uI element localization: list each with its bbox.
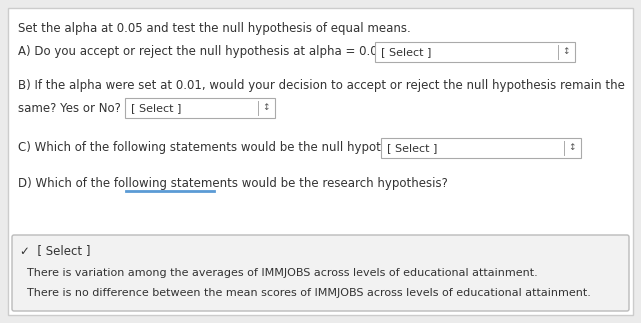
Text: ↕: ↕ xyxy=(562,47,570,57)
Text: A) Do you accept or reject the null hypothesis at alpha = 0.05?: A) Do you accept or reject the null hypo… xyxy=(18,46,391,58)
FancyBboxPatch shape xyxy=(125,98,275,118)
Text: [ Select ]: [ Select ] xyxy=(387,143,437,153)
Text: [ Select ]: [ Select ] xyxy=(131,103,181,113)
Text: ✓  [ Select ]: ✓ [ Select ] xyxy=(20,245,90,257)
FancyBboxPatch shape xyxy=(381,138,581,158)
Text: [ Select ]: [ Select ] xyxy=(381,47,431,57)
Text: C) Which of the following statements would be the null hypothesis?: C) Which of the following statements wou… xyxy=(18,141,417,154)
FancyBboxPatch shape xyxy=(12,235,629,311)
Text: ↕: ↕ xyxy=(262,103,270,112)
Text: There is variation among the averages of IMMJOBS across levels of educational at: There is variation among the averages of… xyxy=(20,268,538,278)
Text: same? Yes or No?: same? Yes or No? xyxy=(18,101,121,114)
Text: Set the alpha at 0.05 and test the null hypothesis of equal means.: Set the alpha at 0.05 and test the null … xyxy=(18,22,411,35)
Text: B) If the alpha were set at 0.01, would your decision to accept or reject the nu: B) If the alpha were set at 0.01, would … xyxy=(18,78,625,91)
Text: D) Which of the following statements would be the research hypothesis?: D) Which of the following statements wou… xyxy=(18,176,448,190)
FancyBboxPatch shape xyxy=(8,8,633,315)
Text: ↕: ↕ xyxy=(569,143,576,152)
Text: There is no difference between the mean scores of IMMJOBS across levels of educa: There is no difference between the mean … xyxy=(20,288,591,298)
FancyBboxPatch shape xyxy=(375,42,575,62)
